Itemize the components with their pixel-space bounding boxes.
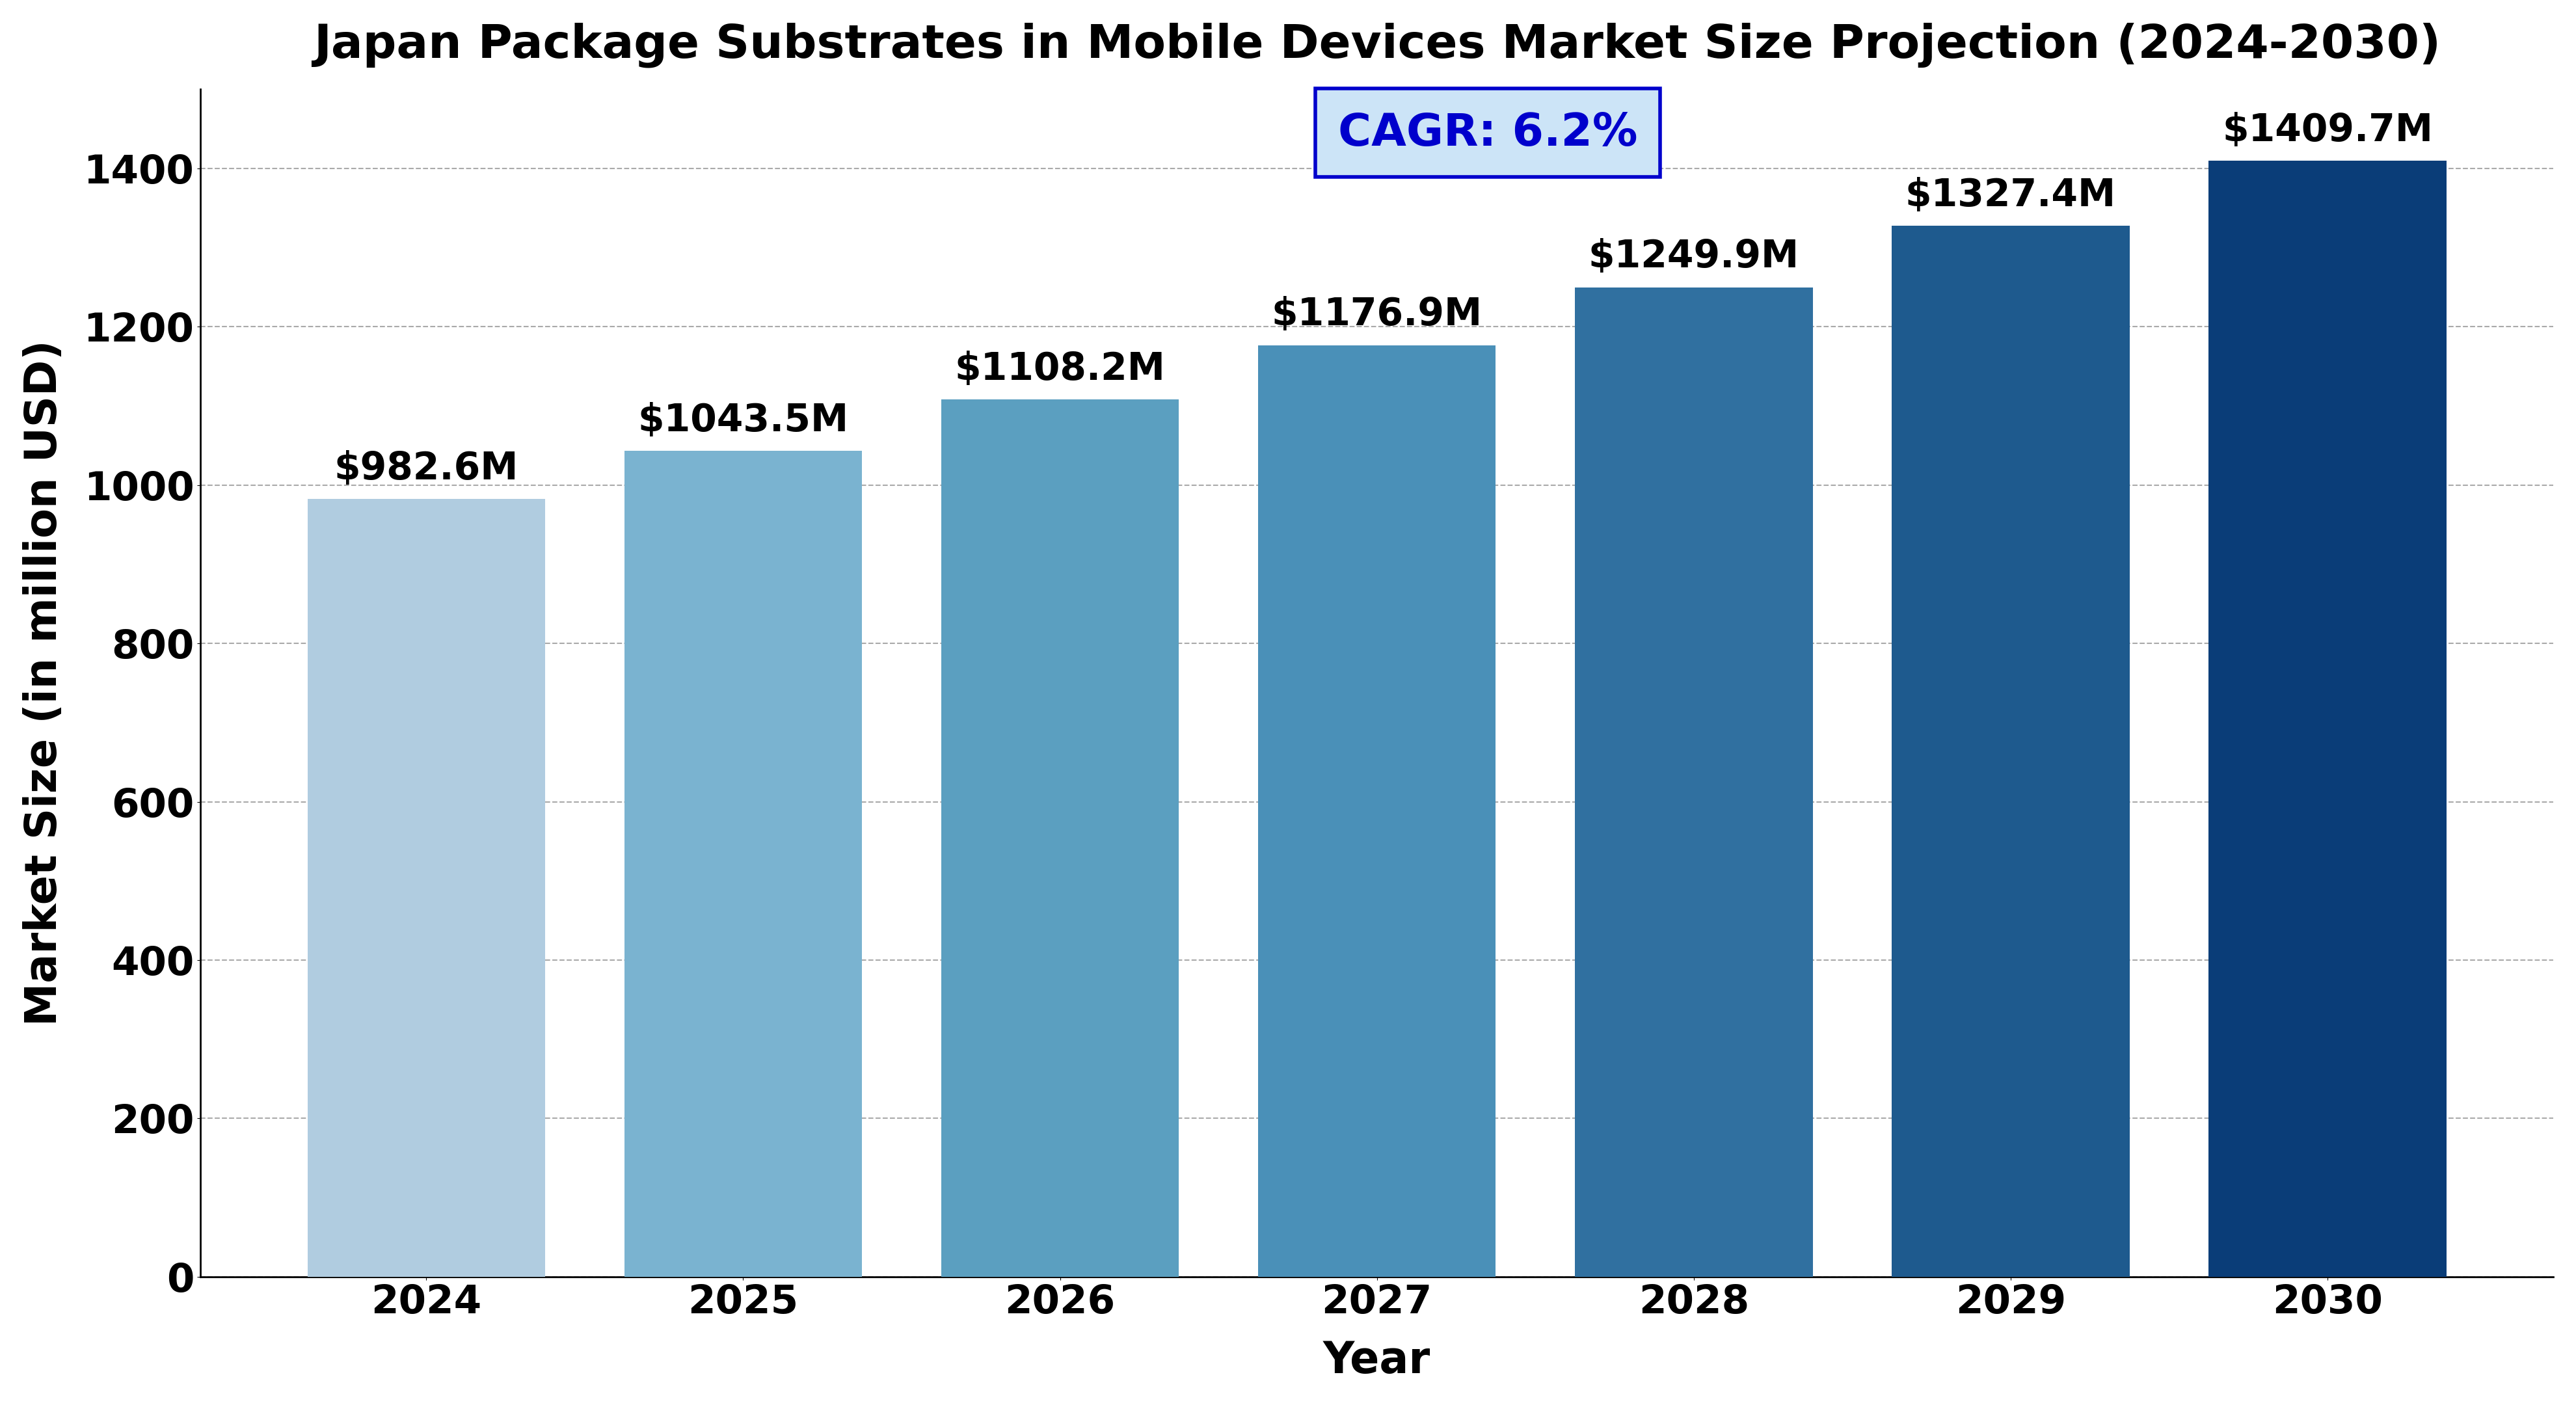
Bar bbox=[1891, 226, 2130, 1277]
Bar bbox=[1574, 287, 1814, 1277]
Text: $1327.4M: $1327.4M bbox=[1906, 177, 2115, 214]
Text: CAGR: 6.2%: CAGR: 6.2% bbox=[1337, 111, 1638, 155]
Text: $1176.9M: $1176.9M bbox=[1273, 296, 1481, 333]
Y-axis label: Market Size (in million USD): Market Size (in million USD) bbox=[23, 340, 64, 1026]
Bar bbox=[623, 451, 863, 1277]
Bar bbox=[940, 399, 1180, 1277]
Title: Japan Package Substrates in Mobile Devices Market Size Projection (2024-2030): Japan Package Substrates in Mobile Devic… bbox=[314, 22, 2439, 67]
Text: $1108.2M: $1108.2M bbox=[956, 350, 1164, 388]
Bar bbox=[2208, 160, 2447, 1277]
Bar bbox=[307, 499, 546, 1277]
Bar bbox=[1257, 346, 1497, 1277]
X-axis label: Year: Year bbox=[1324, 1339, 1430, 1383]
Text: $1409.7M: $1409.7M bbox=[2223, 112, 2432, 149]
Text: $982.6M: $982.6M bbox=[335, 450, 518, 488]
Text: $1043.5M: $1043.5M bbox=[639, 402, 848, 438]
Text: $1249.9M: $1249.9M bbox=[1589, 239, 1798, 275]
